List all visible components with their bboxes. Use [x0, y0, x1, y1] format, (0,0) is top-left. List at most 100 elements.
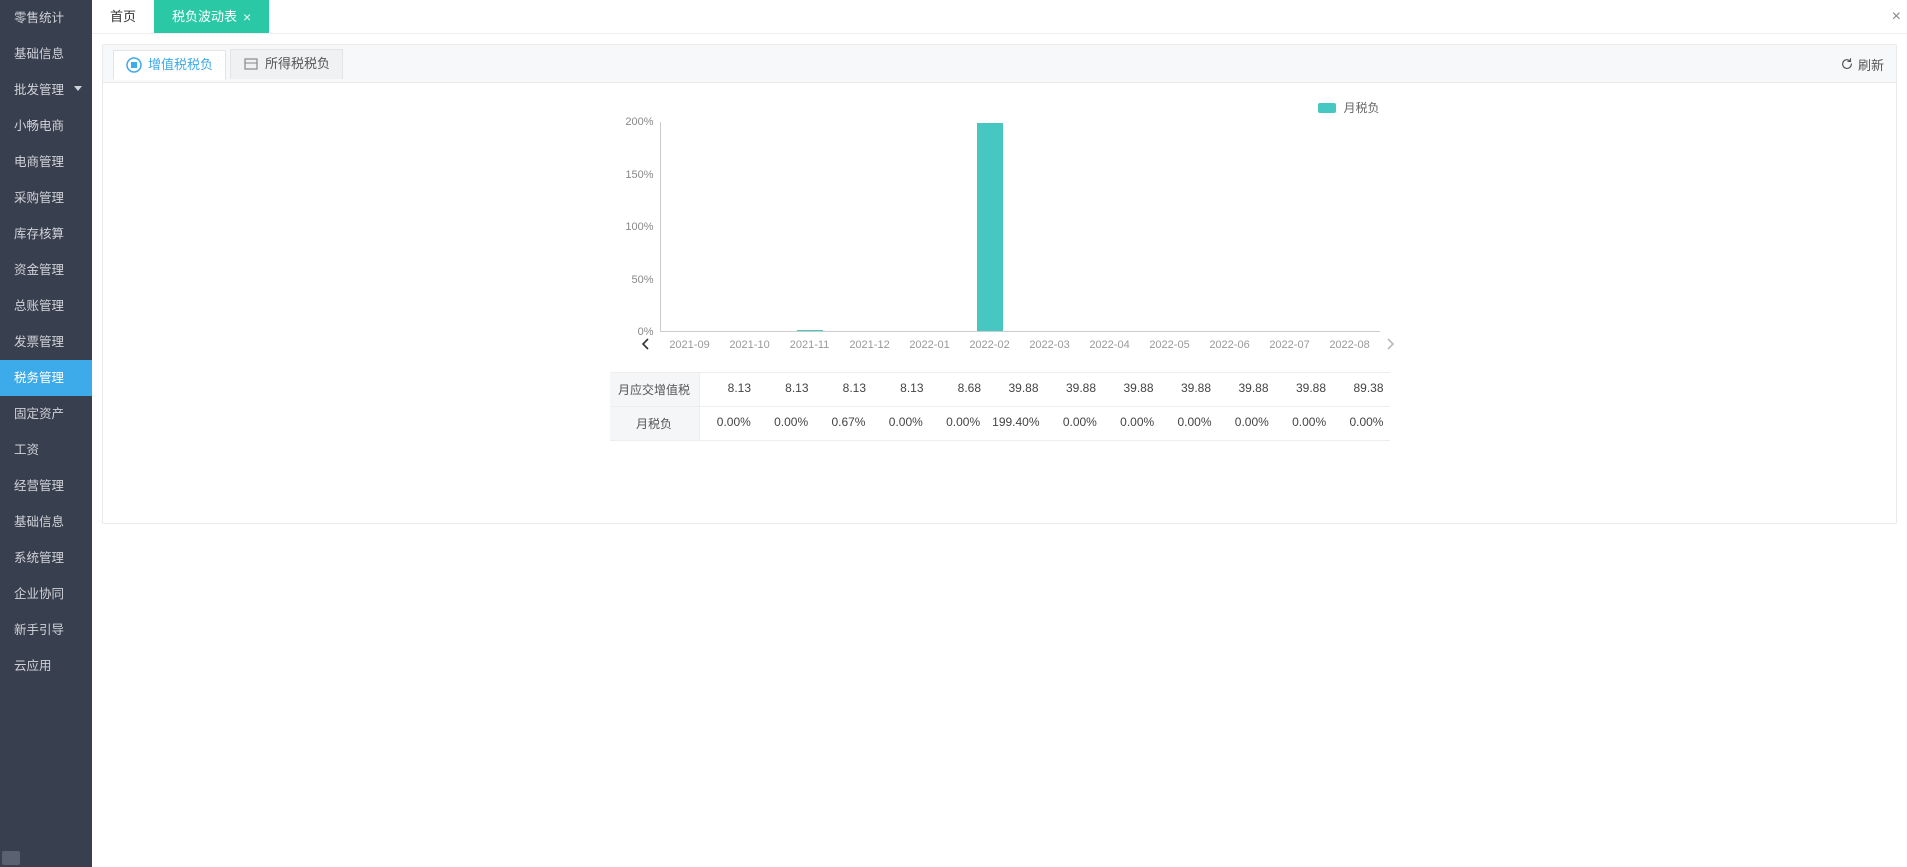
subtab-income-label: 所得税税负: [265, 49, 330, 79]
panel-head: 增值税税负 所得税税负 刷新: [103, 45, 1896, 83]
chart-legend: 月税负: [610, 99, 1390, 116]
x-tick-label: 2022-06: [1200, 339, 1260, 351]
sidebar-item-18[interactable]: 云应用: [0, 648, 92, 684]
panel: 增值税税负 所得税税负 刷新 月税负: [102, 44, 1897, 524]
x-tick-label: 2022-01: [900, 339, 960, 351]
chart: 月税负 0%50%100%150%200% 2021-092021-102021…: [610, 99, 1390, 441]
sidebar-item-5[interactable]: 采购管理: [0, 180, 92, 216]
sidebar-item-11[interactable]: 固定资产: [0, 396, 92, 432]
table-cell: 89.38: [1332, 373, 1390, 406]
x-tick-label: 2022-02: [960, 339, 1020, 351]
tab-tax-fluctuation[interactable]: 税负波动表 ×: [154, 0, 269, 33]
bar-cell: [661, 122, 721, 331]
legend-swatch: [1318, 103, 1336, 113]
x-tick-label: 2021-09: [660, 339, 720, 351]
tab-close-icon[interactable]: ×: [243, 10, 251, 24]
bar-cell: [1260, 122, 1320, 331]
y-tick-label: 150%: [610, 169, 654, 181]
sidebar-item-2[interactable]: 批发管理: [0, 72, 92, 108]
sidebar-item-label: 系统管理: [14, 551, 64, 565]
sidebar-item-label: 零售统计: [14, 11, 64, 25]
tabs-close-all-icon[interactable]: ×: [1892, 8, 1901, 26]
refresh-label: 刷新: [1858, 55, 1884, 74]
x-tick-label: 2022-05: [1140, 339, 1200, 351]
bar[interactable]: [977, 123, 1003, 331]
x-tick-label: 2022-08: [1320, 339, 1380, 351]
chart-next-button[interactable]: [1382, 336, 1398, 352]
tab-bar: 首页 税负波动表 × ×: [92, 0, 1907, 34]
table-cell: 8.68: [930, 373, 988, 406]
table-row: 月税负0.00%0.00%0.67%0.00%0.00%199.40%0.00%…: [610, 407, 1390, 441]
sidebar-collapse-toggle[interactable]: [2, 851, 20, 865]
table-cell: 0.00%: [700, 407, 757, 440]
table-cell: 8.13: [815, 373, 873, 406]
tab-home[interactable]: 首页: [92, 0, 154, 33]
chart-prev-button[interactable]: [638, 336, 654, 352]
income-icon: [243, 56, 259, 72]
vat-icon: [126, 57, 142, 73]
table-cell: 0.00%: [871, 407, 928, 440]
table-cell: 0.00%: [1332, 407, 1389, 440]
table-cell: 39.88: [1217, 373, 1275, 406]
sidebar-item-12[interactable]: 工资: [0, 432, 92, 468]
sidebar-item-label: 基础信息: [14, 515, 64, 529]
x-tick-label: 2022-03: [1020, 339, 1080, 351]
caret-down-icon: [74, 86, 82, 91]
table-row-label: 月应交增值税: [610, 373, 700, 406]
x-tick-label: 2022-07: [1260, 339, 1320, 351]
sidebar-item-17[interactable]: 新手引导: [0, 612, 92, 648]
bar-cell: [1200, 122, 1260, 331]
sidebar-item-6[interactable]: 库存核算: [0, 216, 92, 252]
table-cell: 0.00%: [1160, 407, 1217, 440]
bar[interactable]: [797, 330, 823, 331]
sidebar-item-9[interactable]: 发票管理: [0, 324, 92, 360]
x-axis: 2021-092021-102021-112021-122022-012022-…: [660, 332, 1380, 358]
sidebar-item-14[interactable]: 基础信息: [0, 504, 92, 540]
sidebar-item-8[interactable]: 总账管理: [0, 288, 92, 324]
table-cell: 39.88: [1160, 373, 1218, 406]
subtab-vat[interactable]: 增值税税负: [113, 50, 226, 80]
sidebar-item-label: 经营管理: [14, 479, 64, 493]
table-cell: 0.67%: [814, 407, 871, 440]
table-cell: 39.88: [1275, 373, 1333, 406]
sidebar-item-3[interactable]: 小畅电商: [0, 108, 92, 144]
panel-body: 月税负 0%50%100%150%200% 2021-092021-102021…: [103, 83, 1896, 523]
table-cell: 0.00%: [1103, 407, 1160, 440]
tab-home-label: 首页: [110, 9, 136, 24]
table-row: 月应交增值税8.138.138.138.138.6839.8839.8839.8…: [610, 372, 1390, 407]
sidebar-item-label: 发票管理: [14, 335, 64, 349]
x-tick-label: 2021-10: [720, 339, 780, 351]
bar-cell: [1020, 122, 1080, 331]
sidebar-item-15[interactable]: 系统管理: [0, 540, 92, 576]
tab-tax-fluctuation-label: 税负波动表: [172, 0, 237, 34]
sidebar-item-0[interactable]: 零售统计: [0, 0, 92, 36]
table-cell: 8.13: [757, 373, 815, 406]
table-cell: 0.00%: [757, 407, 814, 440]
table-cell: 0.00%: [1218, 407, 1275, 440]
sidebar-item-label: 采购管理: [14, 191, 64, 205]
table-cell: 0.00%: [929, 407, 986, 440]
sidebar-item-10[interactable]: 税务管理: [0, 360, 92, 396]
main-area: 首页 税负波动表 × × 增值税税负 所得税税负: [92, 0, 1907, 867]
sidebar-item-label: 新手引导: [14, 623, 64, 637]
sidebar-item-1[interactable]: 基础信息: [0, 36, 92, 72]
sidebar-item-16[interactable]: 企业协同: [0, 576, 92, 612]
sidebar-item-13[interactable]: 经营管理: [0, 468, 92, 504]
y-tick-label: 50%: [610, 274, 654, 286]
bar-cell: [780, 122, 840, 331]
sidebar-item-label: 电商管理: [14, 155, 64, 169]
x-tick-label: 2021-12: [840, 339, 900, 351]
data-table: 月应交增值税8.138.138.138.138.6839.8839.8839.8…: [610, 372, 1390, 441]
table-cell: 39.88: [1045, 373, 1103, 406]
sidebar-item-7[interactable]: 资金管理: [0, 252, 92, 288]
chart-plot: 0%50%100%150%200%: [660, 122, 1380, 332]
subtab-income[interactable]: 所得税税负: [230, 49, 343, 79]
bar-cell: [900, 122, 960, 331]
sidebar-item-label: 库存核算: [14, 227, 64, 241]
table-cell: 0.00%: [1046, 407, 1103, 440]
sidebar-item-4[interactable]: 电商管理: [0, 144, 92, 180]
refresh-icon: [1840, 57, 1854, 71]
sidebar-item-label: 批发管理: [14, 83, 64, 97]
refresh-button[interactable]: 刷新: [1840, 45, 1884, 83]
sidebar-item-label: 税务管理: [14, 371, 64, 385]
